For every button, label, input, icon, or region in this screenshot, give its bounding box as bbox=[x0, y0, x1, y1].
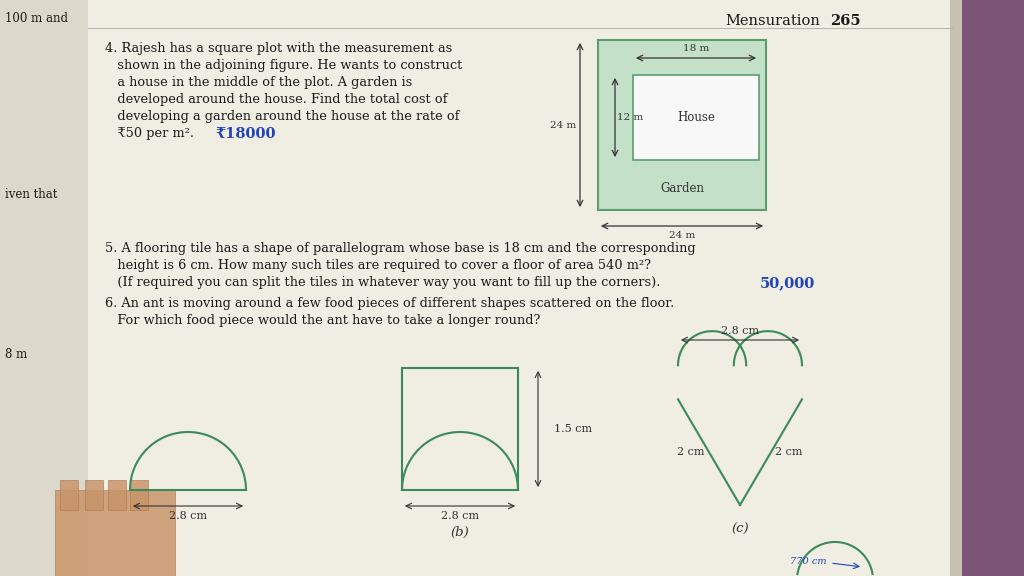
Text: 24 m: 24 m bbox=[669, 231, 695, 240]
Bar bbox=[60, 480, 78, 510]
Text: 2.8 cm: 2.8 cm bbox=[441, 511, 479, 521]
Text: 6. An ant is moving around a few food pieces of different shapes scattered on th: 6. An ant is moving around a few food pi… bbox=[105, 297, 674, 310]
Text: ₹50 per m².: ₹50 per m². bbox=[105, 127, 198, 140]
Text: (c): (c) bbox=[731, 523, 749, 536]
Text: height is 6 cm. How many such tiles are required to cover a floor of area 540 m²: height is 6 cm. How many such tiles are … bbox=[105, 259, 651, 272]
Text: House: House bbox=[677, 111, 715, 124]
Text: 1.5 cm: 1.5 cm bbox=[554, 424, 592, 434]
Bar bbox=[108, 480, 126, 510]
Text: a house in the middle of the plot. A garden is: a house in the middle of the plot. A gar… bbox=[105, 76, 413, 89]
Text: 2.8 cm: 2.8 cm bbox=[169, 511, 207, 521]
Bar bbox=[402, 368, 518, 490]
Bar bbox=[55, 490, 175, 576]
Text: 2 cm: 2 cm bbox=[775, 447, 803, 457]
Text: 2.8 cm: 2.8 cm bbox=[721, 326, 759, 336]
Bar bbox=[85, 480, 103, 510]
Text: (b): (b) bbox=[451, 526, 469, 539]
Bar bbox=[961, 0, 1024, 576]
Text: 2 cm: 2 cm bbox=[677, 447, 705, 457]
Text: developing a garden around the house at the rate of: developing a garden around the house at … bbox=[105, 110, 460, 123]
Text: 50,000: 50,000 bbox=[760, 276, 815, 290]
Text: For which food piece would the ant have to take a longer round?: For which food piece would the ant have … bbox=[105, 314, 541, 327]
Text: 5. A flooring tile has a shape of parallelogram whose base is 18 cm and the corr: 5. A flooring tile has a shape of parall… bbox=[105, 242, 695, 255]
Text: ₹18000: ₹18000 bbox=[215, 127, 275, 141]
Text: 100 m and: 100 m and bbox=[5, 12, 68, 25]
Text: 12 m: 12 m bbox=[617, 113, 643, 122]
Text: 24 m: 24 m bbox=[550, 120, 575, 130]
Text: 770 cm: 770 cm bbox=[791, 558, 827, 567]
Text: shown in the adjoining figure. He wants to construct: shown in the adjoining figure. He wants … bbox=[105, 59, 463, 72]
Text: 18 m: 18 m bbox=[683, 44, 710, 53]
Text: iven that: iven that bbox=[5, 188, 57, 201]
Text: 8 m: 8 m bbox=[5, 348, 28, 361]
Text: Mensuration: Mensuration bbox=[725, 14, 820, 28]
Bar bbox=[950, 0, 962, 576]
Bar bbox=[598, 40, 766, 210]
Bar bbox=[130, 480, 148, 510]
Bar bbox=[0, 0, 88, 576]
Text: 4. Rajesh has a square plot with the measurement as: 4. Rajesh has a square plot with the mea… bbox=[105, 42, 453, 55]
Text: 265: 265 bbox=[830, 14, 860, 28]
Text: developed around the house. Find the total cost of: developed around the house. Find the tot… bbox=[105, 93, 447, 106]
Text: Garden: Garden bbox=[660, 181, 705, 195]
Text: (If required you can split the tiles in whatever way you want to fill up the cor: (If required you can split the tiles in … bbox=[105, 276, 660, 289]
Bar bbox=[633, 75, 759, 160]
